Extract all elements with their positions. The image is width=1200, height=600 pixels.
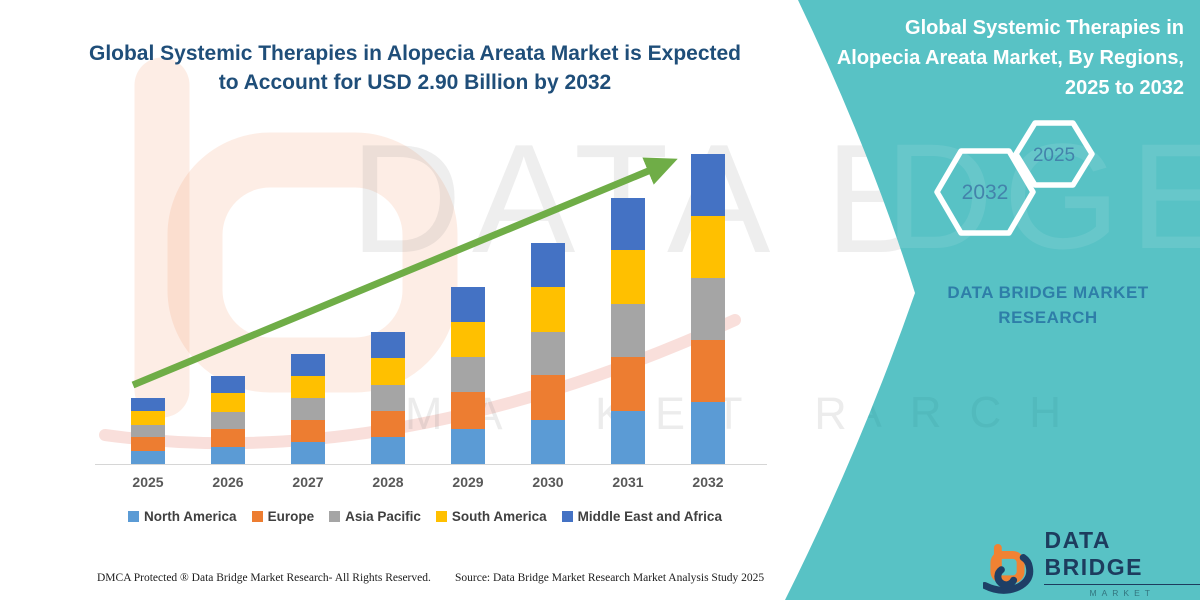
x-axis-labels: 2025 2026 2027 2028 2029 2030 2031 2032 [95, 474, 767, 496]
trend-arrow-icon [131, 157, 678, 389]
hexagon-2032-label: 2032 [962, 181, 1009, 204]
chart-title: Global Systemic Therapies in Alopecia Ar… [85, 40, 745, 98]
legend-label-europe: Europe [267, 509, 315, 524]
bar-segment-north-america-2032 [691, 402, 725, 464]
x-axis-label-2025: 2025 [132, 474, 164, 490]
bar-segment-europe-2031 [611, 357, 645, 411]
bar-2025 [131, 397, 165, 464]
bar-segment-middle-east-and-africa-2027 [291, 354, 325, 377]
x-axis-label-2032: 2032 [692, 474, 724, 490]
bar-segment-asia-pacific-2026 [211, 411, 245, 429]
legend-swatch-europe [251, 511, 263, 522]
databridge-logo: DATA BRIDGE MARKET RESEARCH [983, 527, 1200, 600]
bar-segment-asia-pacific-2027 [291, 397, 325, 421]
bar-2026 [211, 376, 245, 464]
bar-2029 [451, 286, 485, 464]
bar-segment-north-america-2028 [371, 437, 405, 464]
x-axis-label-2030: 2030 [532, 474, 564, 490]
footer-dmca-text: DMCA Protected ® Data Bridge Market Rese… [97, 572, 431, 584]
bar-segment-asia-pacific-2028 [371, 384, 405, 411]
hexagon-2025-icon [1016, 123, 1092, 185]
legend-label-north-america: North America [144, 509, 237, 524]
logo-subtitle: MARKET RESEARCH [1089, 588, 1155, 598]
bar-segment-europe-2032 [691, 340, 725, 402]
bar-segment-middle-east-and-africa-2030 [531, 242, 565, 287]
bar-segment-middle-east-and-africa-2026 [211, 376, 245, 394]
bar-segment-asia-pacific-2032 [691, 278, 725, 340]
x-axis-label-2031: 2031 [612, 474, 644, 490]
hexagon-2032-icon [937, 151, 1033, 233]
bar-segment-south-america-2026 [211, 393, 245, 412]
bar-segment-south-america-2028 [371, 358, 405, 385]
bar-segment-south-america-2031 [611, 250, 645, 304]
databridge-logo-icon [983, 540, 1035, 596]
bar-segment-middle-east-and-africa-2028 [371, 331, 405, 359]
bar-segment-middle-east-and-africa-2029 [451, 286, 485, 322]
legend-label-middle-east-and-africa: Middle East and Africa [577, 509, 722, 524]
bar-segment-europe-2026 [211, 428, 245, 447]
bar-segment-middle-east-and-africa-2025 [131, 397, 165, 411]
legend-item-asia-pacific: Asia Pacific [329, 509, 421, 524]
bar-segment-north-america-2031 [611, 410, 645, 464]
panel-watermark-subtext: EARCH [795, 388, 1090, 437]
bar-segment-north-america-2029 [451, 428, 485, 464]
bar-segment-north-america-2025 [131, 451, 165, 464]
bar-segment-asia-pacific-2029 [451, 357, 485, 393]
logo-name: DATA BRIDGE [1044, 527, 1200, 585]
chart-title-line2: to Account for USD 2.90 Billion by 2032 [218, 70, 612, 94]
bar-segment-north-america-2026 [211, 446, 245, 464]
year-hexagons: 2032 2025 [740, 0, 1200, 300]
bar-segment-north-america-2030 [531, 420, 565, 464]
bar-segment-europe-2025 [131, 437, 165, 452]
bar-segment-south-america-2027 [291, 376, 325, 398]
chart-legend: North America Europe Asia Pacific South Ame… [75, 509, 775, 524]
side-panel: RIDGE EARCH Global Systemic Therapies in… [740, 0, 1200, 600]
bar-segment-south-america-2029 [451, 321, 485, 358]
legend-label-south-america: South America [451, 509, 547, 524]
x-axis-label-2028: 2028 [372, 474, 404, 490]
bar-segment-middle-east-and-africa-2031 [611, 198, 645, 251]
bar-segment-europe-2029 [451, 392, 485, 429]
bar-segment-north-america-2027 [291, 441, 325, 464]
stacked-bar-chart [95, 140, 767, 465]
bar-segment-south-america-2032 [691, 216, 725, 278]
legend-swatch-middle-east-and-africa [561, 511, 573, 522]
chart-title-line1: Global Systemic Therapies in Alopecia Ar… [88, 42, 742, 65]
bar-segment-asia-pacific-2030 [531, 331, 565, 376]
x-axis-label-2026: 2026 [212, 474, 244, 490]
bar-2030 [531, 242, 565, 464]
legend-item-south-america: South America [435, 509, 547, 524]
legend-label-asia-pacific: Asia Pacific [345, 509, 421, 524]
bar-2027 [291, 354, 325, 464]
bar-segment-europe-2030 [531, 375, 565, 421]
hexagon-2025-label: 2025 [1033, 145, 1075, 166]
bar-segment-asia-pacific-2025 [131, 424, 165, 438]
panel-brand-text: DATA BRIDGE MARKET RESEARCH [947, 283, 1149, 327]
legend-swatch-north-america [128, 511, 140, 522]
bar-segment-south-america-2030 [531, 286, 565, 332]
x-axis-label-2029: 2029 [452, 474, 484, 490]
bar-segment-europe-2027 [291, 420, 325, 442]
bar-segment-asia-pacific-2031 [611, 303, 645, 358]
bar-segment-south-america-2025 [131, 410, 165, 425]
bar-segment-europe-2028 [371, 410, 405, 438]
panel-title: Global Systemic Therapies in Alopecia Ar… [836, 17, 1184, 99]
legend-item-middle-east-and-africa: Middle East and Africa [561, 509, 722, 524]
bar-2032 [691, 154, 725, 464]
legend-item-europe: Europe [251, 509, 315, 524]
legend-swatch-asia-pacific [329, 511, 341, 522]
bar-2028 [371, 331, 405, 464]
x-axis-label-2027: 2027 [292, 474, 324, 490]
legend-item-north-america: North America [128, 509, 237, 524]
legend-swatch-south-america [435, 511, 447, 522]
bar-segment-middle-east-and-africa-2032 [691, 154, 725, 216]
bar-2031 [611, 198, 645, 464]
footer-source-text: Source: Data Bridge Market Research Mark… [455, 572, 765, 584]
